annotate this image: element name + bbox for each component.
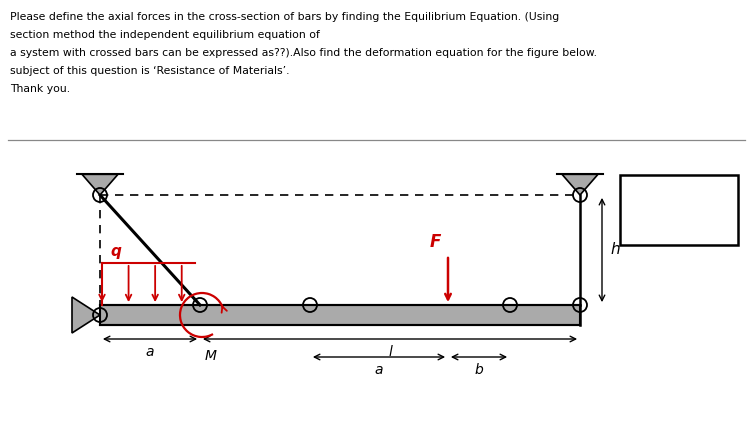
Text: section method the independent equilibrium equation of: section method the independent equilibri… bbox=[10, 30, 320, 40]
Text: b: b bbox=[474, 363, 483, 377]
Polygon shape bbox=[562, 174, 598, 195]
Text: Thank you.: Thank you. bbox=[10, 84, 70, 94]
Text: Please define the axial forces in the cross-section of bars by finding the Equil: Please define the axial forces in the cr… bbox=[10, 12, 559, 22]
Text: a: a bbox=[146, 345, 154, 359]
Text: q: q bbox=[110, 244, 121, 259]
Text: M: M bbox=[205, 349, 217, 363]
Text: F: F bbox=[430, 233, 441, 251]
Text: b=0.25l: b=0.25l bbox=[642, 216, 715, 234]
Text: h: h bbox=[610, 243, 620, 258]
FancyBboxPatch shape bbox=[100, 305, 580, 325]
Polygon shape bbox=[82, 174, 118, 195]
FancyBboxPatch shape bbox=[620, 175, 738, 245]
Text: a=0.3l: a=0.3l bbox=[649, 187, 709, 205]
Text: a: a bbox=[375, 363, 383, 377]
Text: subject of this question is ‘Resistance of Materials’.: subject of this question is ‘Resistance … bbox=[10, 66, 289, 76]
Text: a system with crossed bars can be expressed as??).Also find the deformation equa: a system with crossed bars can be expres… bbox=[10, 48, 597, 58]
Text: l: l bbox=[388, 345, 392, 359]
Polygon shape bbox=[72, 297, 100, 333]
